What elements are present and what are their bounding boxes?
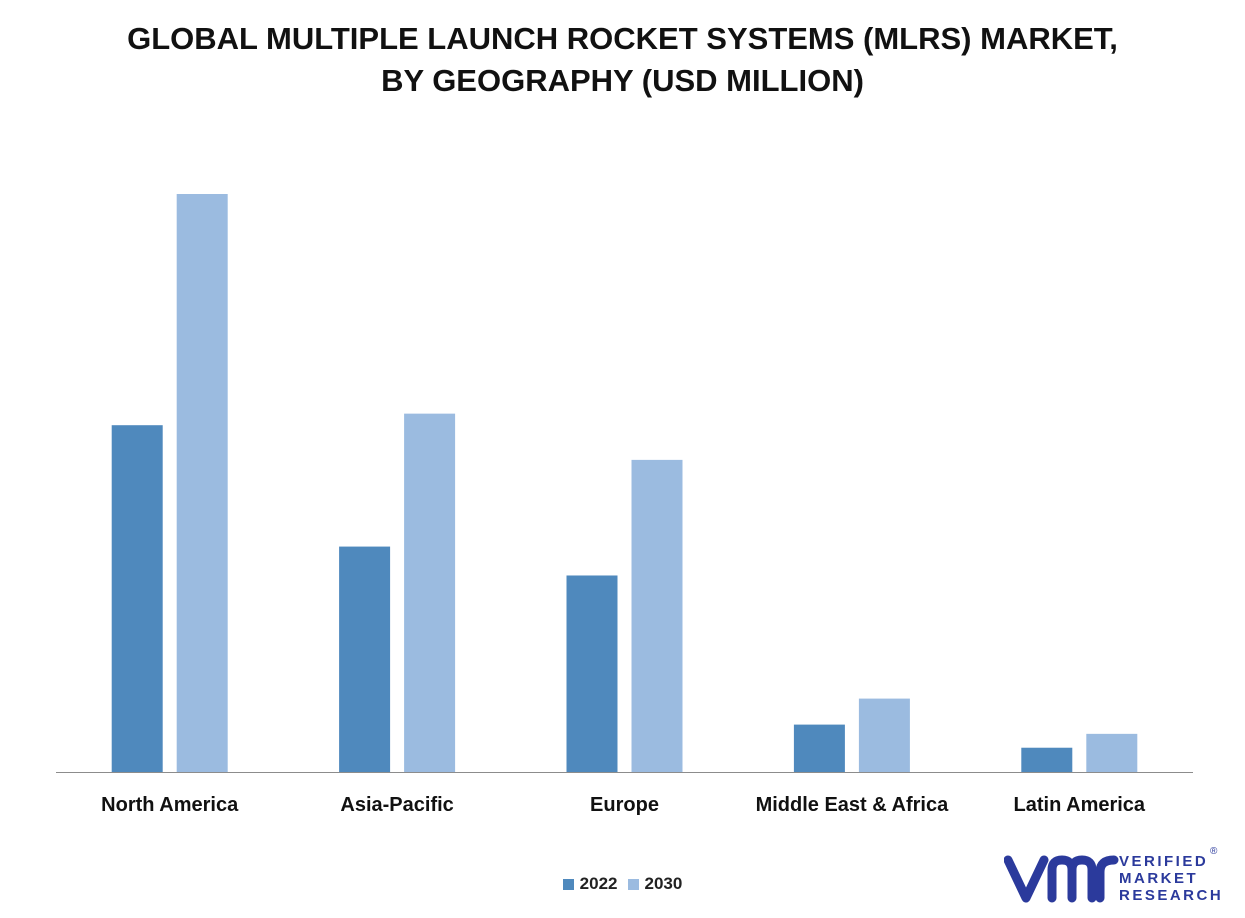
- logo-text: VERIFIED MARKET RESEARCH: [1119, 853, 1223, 904]
- bar-chart: North America Asia-Pacific Europe Middle Ea…: [56, 194, 1193, 816]
- x-tick-label: Europe: [590, 794, 659, 816]
- bar-2030-europe: [631, 459, 683, 772]
- bar-2022-europe: [566, 575, 618, 772]
- chart-title: GLOBAL MULTIPLE LAUNCH ROCKET SYSTEMS (M…: [0, 18, 1245, 102]
- legend-label-2022: 2022: [579, 874, 618, 893]
- bar-2030-asia-pacific: [404, 413, 456, 772]
- legend-item-2030: 2030: [627, 874, 683, 894]
- x-tick-label: Asia-Pacific: [340, 794, 453, 816]
- legend-swatch-2030: [627, 878, 639, 890]
- legend-swatch-2022: [562, 878, 574, 890]
- chart-title-line-2: BY GEOGRAPHY (USD MILLION): [381, 63, 864, 98]
- chart-title-line-1: GLOBAL MULTIPLE LAUNCH ROCKET SYSTEMS (M…: [127, 21, 1118, 56]
- logo-line-3: RESEARCH: [1119, 887, 1224, 904]
- bar-2030-north-america: [176, 194, 228, 772]
- legend-item-2022: 2022: [562, 874, 618, 894]
- legend-label-2030: 2030: [644, 874, 683, 893]
- bar-2030-latin-america: [1086, 733, 1138, 772]
- bar-2030-middle-east-africa: [858, 698, 910, 772]
- logo-registered-mark: ®: [1210, 846, 1218, 857]
- bar-2022-asia-pacific: [339, 546, 391, 772]
- logo-line-1: VERIFIED: [1119, 853, 1209, 870]
- legend: 2022 2030: [0, 874, 1245, 894]
- bar-2022-north-america: [111, 425, 163, 772]
- x-tick-label: Middle East & Africa: [756, 794, 950, 816]
- logo-line-2: MARKET: [1119, 870, 1199, 887]
- bar-2022-middle-east-africa: [793, 724, 845, 772]
- vmr-logo-icon: [1004, 855, 1119, 903]
- x-tick-label: Latin America: [1014, 794, 1146, 816]
- x-tick-label: North America: [101, 794, 239, 816]
- bar-2022-latin-america: [1021, 747, 1073, 772]
